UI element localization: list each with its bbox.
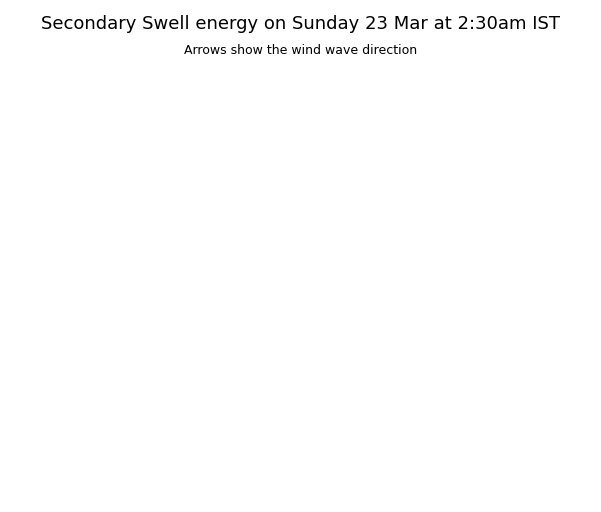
Text: Secondary Swell energy on Sunday 23 Mar at 2:30am IST: Secondary Swell energy on Sunday 23 Mar … [41, 15, 560, 33]
Text: Arrows show the wind wave direction: Arrows show the wind wave direction [184, 44, 417, 56]
